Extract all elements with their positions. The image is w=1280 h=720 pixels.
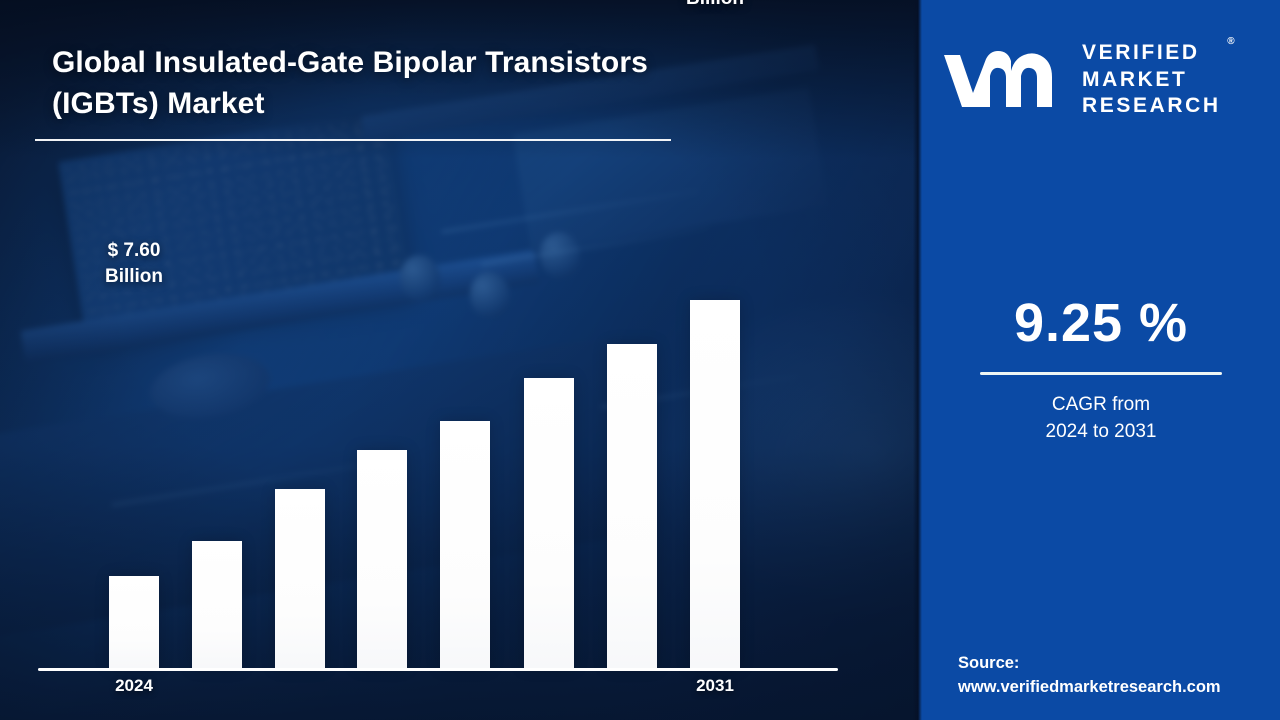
bar-2030[interactable] <box>607 344 657 668</box>
bar-2027[interactable] <box>357 450 407 668</box>
x-axis-line <box>38 668 838 671</box>
bar-2031[interactable] <box>690 300 740 668</box>
cagr-caption-line-2: 2024 to 2031 <box>1045 420 1157 442</box>
source-url[interactable]: www.verifiedmarketresearch.com <box>958 678 1221 697</box>
cagr-value: 9.25 % <box>1013 293 1189 353</box>
x-axis-tick-2024: 2024 <box>115 676 153 695</box>
panel-seam-divider <box>913 0 922 720</box>
bar-chart: $ 7.60 Billion $ 15.42 Billion 2024 2031 <box>38 0 838 695</box>
cagr-block: 9.25 % CAGR from 2024 to 2031 <box>922 296 1280 446</box>
source-label: Source: <box>958 653 1020 672</box>
page-title: Global Insulated-Gate Bipolar Transistor… <box>52 46 648 121</box>
x-axis-tick-2031: 2031 <box>696 676 734 695</box>
bar-data-label-first-unit: Billion <box>104 265 164 287</box>
bar-2028[interactable] <box>440 421 490 668</box>
cagr-caption-line-1: CAGR from <box>1051 394 1151 415</box>
title-underline-divider <box>35 139 671 141</box>
bar-2025[interactable] <box>192 541 242 668</box>
brand-logo[interactable]: VERIFIED MARKET RESEARCH ® <box>940 30 1262 130</box>
bar-2029[interactable] <box>524 378 574 668</box>
title-block: Global Insulated-Gate Bipolar Transistor… <box>35 42 692 141</box>
summary-panel: VERIFIED MARKET RESEARCH ® 9.25 % CAGR f… <box>922 0 1280 720</box>
source-block: Source: www.verifiedmarketresearch.com <box>958 651 1278 701</box>
bar-2024[interactable] <box>109 576 159 668</box>
cagr-caption: CAGR from 2024 to 2031 <box>922 392 1280 446</box>
brand-line-1: VERIFIED <box>1082 40 1200 64</box>
bar-data-label-last: $ 15.42 Billion <box>640 0 790 11</box>
registered-trademark-icon: ® <box>1227 35 1235 47</box>
cagr-divider <box>980 372 1222 375</box>
chart-panel: Global Insulated-Gate Bipolar Transistor… <box>0 0 922 720</box>
bar-data-label-last-unit: Billion <box>640 0 790 11</box>
vmr-logo-icon <box>940 45 1068 115</box>
brand-line-3: RESEARCH <box>1082 94 1221 118</box>
brand-wordmark: VERIFIED MARKET RESEARCH ® <box>1082 36 1235 121</box>
bar-data-label-first: $ 7.60 Billion <box>59 238 209 289</box>
bar-2026[interactable] <box>275 489 325 668</box>
bar-data-label-first-value: $ 7.60 <box>107 240 161 261</box>
brand-line-2: MARKET <box>1082 67 1188 91</box>
